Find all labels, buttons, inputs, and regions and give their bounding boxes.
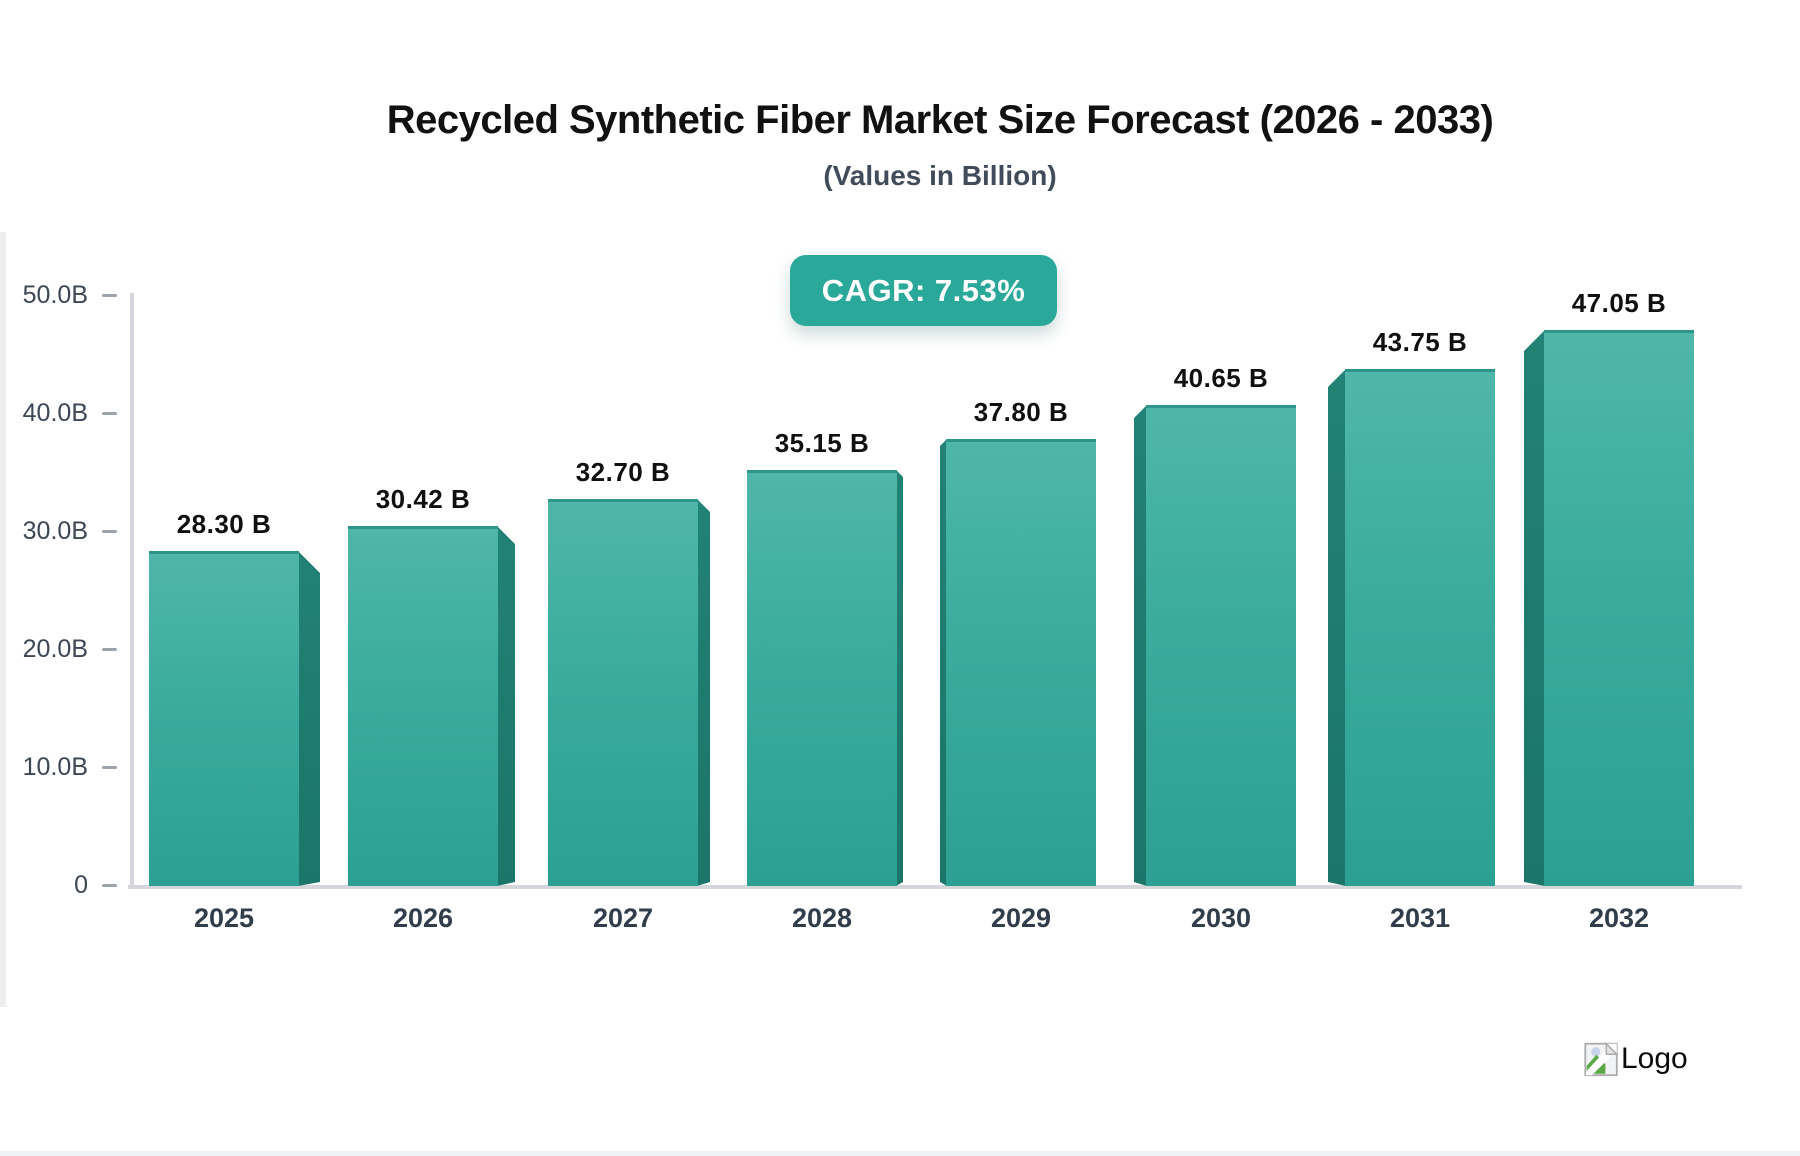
y-axis-line xyxy=(130,293,134,889)
bar-side-panel xyxy=(1524,330,1545,886)
bar-side-panel xyxy=(497,526,515,886)
x-axis-label: 2032 xyxy=(1588,903,1650,933)
bar-side-panel xyxy=(896,470,903,886)
bar-value-label: 40.65 B xyxy=(1173,363,1269,393)
bar-side-panel xyxy=(298,551,320,886)
bar[interactable] xyxy=(1345,369,1495,886)
bar-value-label: 37.80 B xyxy=(973,397,1069,427)
y-axis-tick xyxy=(102,530,117,533)
y-axis-tick xyxy=(102,766,117,769)
bar[interactable] xyxy=(348,526,498,886)
y-axis-label: 50.0B xyxy=(22,281,88,309)
y-axis-tick xyxy=(102,412,117,415)
bar[interactable] xyxy=(548,499,698,886)
bar-side-panel xyxy=(1328,369,1346,886)
bar-side-panel xyxy=(1134,405,1147,886)
x-axis-label: 2025 xyxy=(193,903,255,933)
y-axis-label: 0 xyxy=(74,871,88,899)
y-axis-label: 40.0B xyxy=(22,399,88,427)
bar-value-label: 30.42 B xyxy=(375,484,471,514)
y-axis-tick xyxy=(102,294,117,297)
cagr-badge-label: CAGR: 7.53% xyxy=(821,272,1026,308)
chart-subtitle: (Values in Billion) xyxy=(823,160,1057,191)
bar-value-label: 32.70 B xyxy=(575,457,671,487)
bar-value-label: 35.15 B xyxy=(774,428,870,458)
x-axis-label: 2030 xyxy=(1190,903,1252,933)
bar[interactable] xyxy=(1146,405,1296,886)
bar-value-label: 28.30 B xyxy=(176,509,272,539)
y-axis-label: 20.0B xyxy=(22,635,88,663)
x-axis-baseline xyxy=(128,885,1742,889)
bar[interactable] xyxy=(946,439,1096,886)
broken-image-icon xyxy=(1584,1041,1619,1077)
y-axis-label: 10.0B xyxy=(22,753,88,781)
bar-value-label: 43.75 B xyxy=(1372,327,1468,357)
bar[interactable] xyxy=(149,551,299,886)
chart-title: Recycled Synthetic Fiber Market Size For… xyxy=(386,98,1494,142)
x-axis-label: 2026 xyxy=(392,903,454,933)
cagr-badge: CAGR: 7.53% xyxy=(790,255,1057,326)
x-axis-label: 2029 xyxy=(990,903,1052,933)
y-axis-label: 30.0B xyxy=(22,517,88,545)
y-axis-tick xyxy=(102,648,117,651)
x-axis-label: 2028 xyxy=(791,903,853,933)
bar-side-panel xyxy=(940,439,947,886)
page-edge-bottom xyxy=(0,1151,1800,1156)
page-edge-left xyxy=(0,232,6,1007)
bar-value-label: 47.05 B xyxy=(1571,288,1667,318)
bar[interactable] xyxy=(1544,330,1694,886)
x-axis-label: 2027 xyxy=(592,903,654,933)
x-axis-label: 2031 xyxy=(1389,903,1451,933)
y-axis-tick xyxy=(102,884,117,887)
bar-side-panel xyxy=(697,499,710,886)
footer-logo: Logo xyxy=(1583,1040,1688,1077)
bar[interactable] xyxy=(747,470,897,886)
logo-alt-text: Logo xyxy=(1621,1042,1688,1075)
